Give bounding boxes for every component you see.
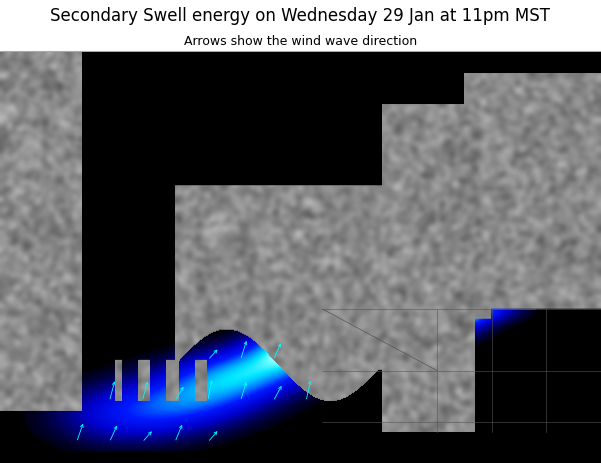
Text: Secondary Swell energy on Wednesday 29 Jan at 11pm MST: Secondary Swell energy on Wednesday 29 J… <box>50 7 551 25</box>
Text: Arrows show the wind wave direction: Arrows show the wind wave direction <box>184 35 417 48</box>
